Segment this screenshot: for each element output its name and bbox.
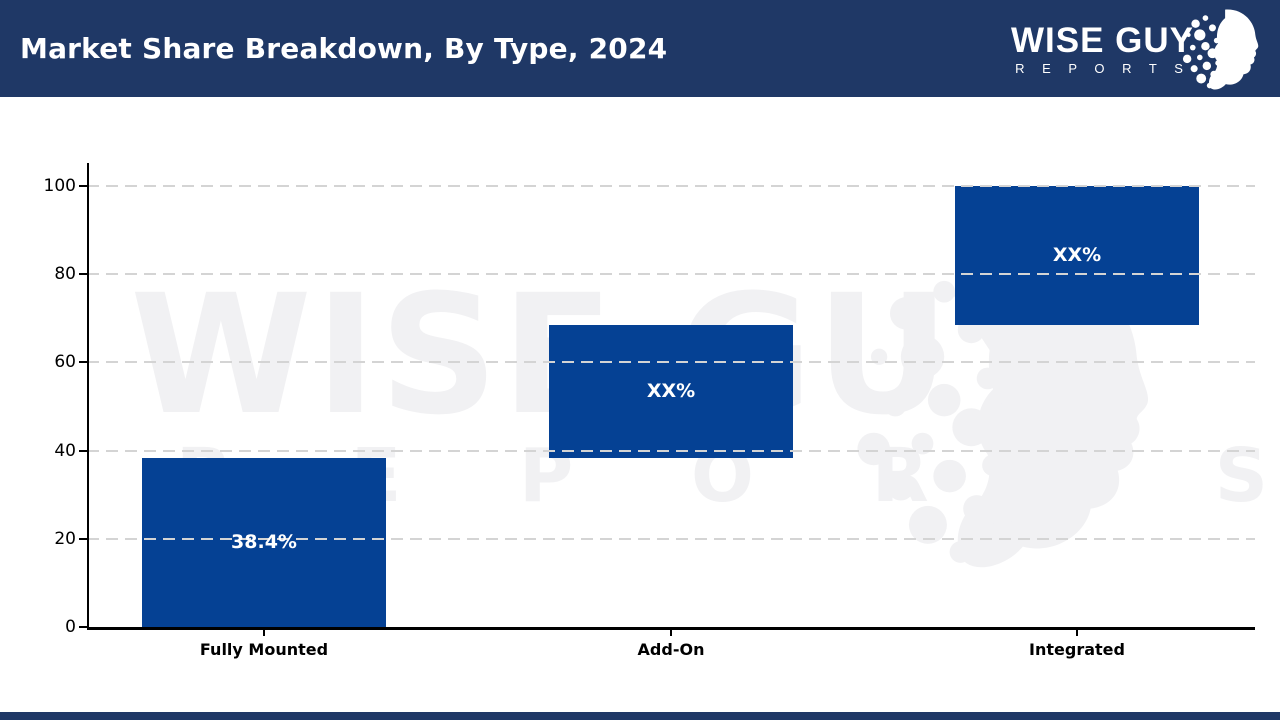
bar-value-label: XX%: [1052, 244, 1102, 267]
category-label: Integrated: [1029, 640, 1125, 659]
y-axis-line: [87, 163, 89, 629]
x-tick-mark: [1076, 629, 1078, 636]
y-tick-mark: [79, 537, 87, 540]
x-axis-line: [87, 627, 1255, 630]
y-tick-mark: [79, 626, 87, 628]
y-tick-mark: [79, 449, 87, 452]
gridline-y20: [87, 537, 1255, 540]
wise-guy-logo: WISE GUY R E P O R T S: [1011, 4, 1266, 94]
y-tick-label: 0: [65, 617, 76, 637]
bar-value-label: XX%: [646, 380, 696, 403]
category-label: Fully Mounted: [199, 640, 329, 659]
y-tick-label: 100: [43, 176, 76, 196]
y-tick-label: 40: [54, 440, 76, 461]
y-tick-mark: [79, 361, 87, 364]
y-tick-label: 60: [54, 352, 76, 373]
y-tick-mark: [79, 273, 87, 276]
category-label: Add-On: [637, 640, 705, 659]
chart-title: Market Share Breakdown, By Type, 2024: [20, 32, 668, 65]
logo-text: WISE GUY R E P O R T S: [1011, 23, 1194, 75]
gridline-y40: [87, 449, 1255, 452]
footer-bar: [0, 712, 1280, 720]
bar-3: [955, 186, 1199, 325]
chart-region: WISE GUY R E P O R T S 02040608010038.4%…: [0, 97, 1280, 712]
header-bar: Market Share Breakdown, By Type, 2024 WI…: [0, 0, 1280, 97]
bar-1: [142, 457, 386, 627]
gridline-y100: [87, 185, 1255, 187]
logo-wordmark: WISE GUY: [1010, 20, 1194, 60]
y-tick-label: 80: [54, 264, 76, 285]
gridline-y60: [87, 361, 1255, 364]
y-tick-label: 20: [54, 528, 76, 549]
y-tick-mark: [79, 185, 87, 187]
gridline-y80: [87, 273, 1255, 276]
x-tick-mark: [263, 629, 265, 636]
logo-subtitle: R E P O R T S: [1015, 60, 1190, 76]
bar-2: [549, 324, 793, 458]
logo-face-icon: [1182, 9, 1259, 90]
x-tick-mark: [670, 629, 672, 636]
bar-value-label: 38.4%: [231, 531, 297, 554]
